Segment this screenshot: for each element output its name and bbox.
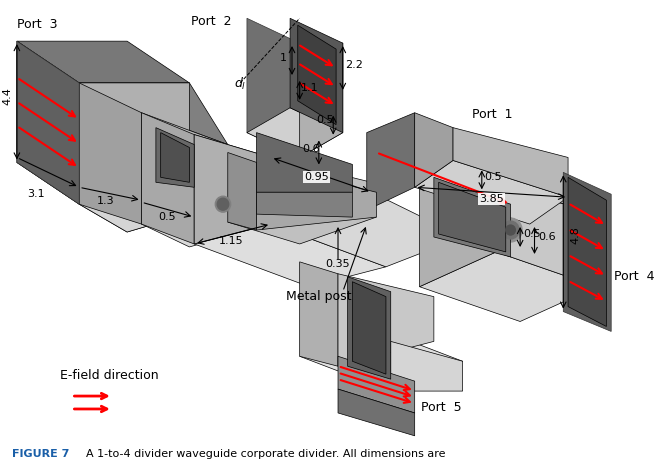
Polygon shape [439, 182, 506, 252]
Polygon shape [17, 41, 189, 83]
Text: Port  3: Port 3 [17, 18, 57, 31]
Polygon shape [17, 121, 189, 204]
Polygon shape [228, 194, 376, 244]
Polygon shape [141, 202, 271, 247]
Text: 1.15: 1.15 [218, 236, 243, 246]
Text: 3.1: 3.1 [27, 189, 45, 199]
Circle shape [499, 218, 522, 242]
Text: Port  2: Port 2 [191, 15, 232, 28]
Polygon shape [496, 187, 597, 287]
Polygon shape [338, 274, 434, 366]
Polygon shape [453, 127, 568, 197]
Polygon shape [247, 18, 300, 158]
Polygon shape [141, 113, 228, 224]
Text: 0.5: 0.5 [484, 172, 502, 182]
Polygon shape [338, 389, 414, 436]
Text: 1.3: 1.3 [97, 196, 115, 206]
Polygon shape [79, 83, 189, 204]
Polygon shape [352, 282, 386, 374]
Polygon shape [228, 152, 257, 230]
Polygon shape [300, 327, 463, 391]
Circle shape [506, 225, 515, 235]
Polygon shape [434, 177, 511, 257]
Text: 3.85: 3.85 [479, 194, 504, 204]
Text: Metal post: Metal post [286, 290, 352, 303]
Text: 4.4: 4.4 [2, 87, 13, 105]
Text: 0.5: 0.5 [317, 115, 335, 125]
Polygon shape [79, 162, 228, 232]
Polygon shape [247, 108, 343, 158]
Text: 2.2: 2.2 [345, 60, 363, 70]
Polygon shape [420, 168, 597, 212]
Polygon shape [17, 41, 79, 204]
Text: 0.5: 0.5 [158, 212, 176, 222]
Polygon shape [79, 83, 228, 144]
Circle shape [502, 221, 519, 239]
Polygon shape [300, 43, 343, 158]
Polygon shape [420, 252, 597, 321]
Polygon shape [568, 177, 607, 327]
Text: $d_l$: $d_l$ [234, 76, 246, 92]
Polygon shape [257, 133, 352, 192]
Text: 0.35: 0.35 [325, 259, 350, 269]
Polygon shape [79, 174, 228, 232]
Polygon shape [156, 127, 194, 187]
Text: 1: 1 [280, 53, 287, 63]
Text: Port  4: Port 4 [614, 270, 655, 283]
Polygon shape [391, 341, 463, 391]
Polygon shape [194, 135, 271, 244]
Text: FIGURE 7: FIGURE 7 [12, 449, 69, 459]
Polygon shape [141, 113, 194, 244]
Polygon shape [420, 168, 496, 287]
Text: A 1-to-4 divider waveguide corporate divider. All dimensions are: A 1-to-4 divider waveguide corporate div… [79, 449, 446, 459]
Polygon shape [338, 356, 414, 413]
Polygon shape [348, 277, 391, 379]
Text: 0.6: 0.6 [302, 144, 320, 154]
Polygon shape [563, 172, 611, 331]
Polygon shape [17, 41, 79, 204]
Polygon shape [298, 25, 336, 125]
Polygon shape [271, 158, 372, 224]
Polygon shape [300, 262, 338, 366]
Text: 0.5: 0.5 [523, 229, 541, 239]
Polygon shape [160, 133, 189, 182]
Polygon shape [194, 224, 386, 287]
Text: 0.95: 0.95 [304, 172, 329, 182]
Text: Port  1: Port 1 [472, 108, 513, 121]
Polygon shape [290, 18, 343, 133]
Polygon shape [367, 113, 414, 210]
Circle shape [217, 198, 229, 210]
Polygon shape [414, 160, 568, 224]
Polygon shape [257, 192, 352, 217]
Polygon shape [257, 162, 376, 230]
Polygon shape [79, 83, 141, 224]
Text: E-field direction: E-field direction [60, 369, 158, 382]
Text: Port  5: Port 5 [421, 401, 462, 414]
Text: 4.8: 4.8 [571, 226, 581, 244]
Text: 1.1: 1.1 [300, 83, 318, 93]
Polygon shape [194, 135, 271, 244]
Text: 0.6: 0.6 [538, 232, 556, 242]
Circle shape [215, 196, 230, 212]
Polygon shape [414, 113, 453, 187]
Polygon shape [271, 192, 463, 267]
